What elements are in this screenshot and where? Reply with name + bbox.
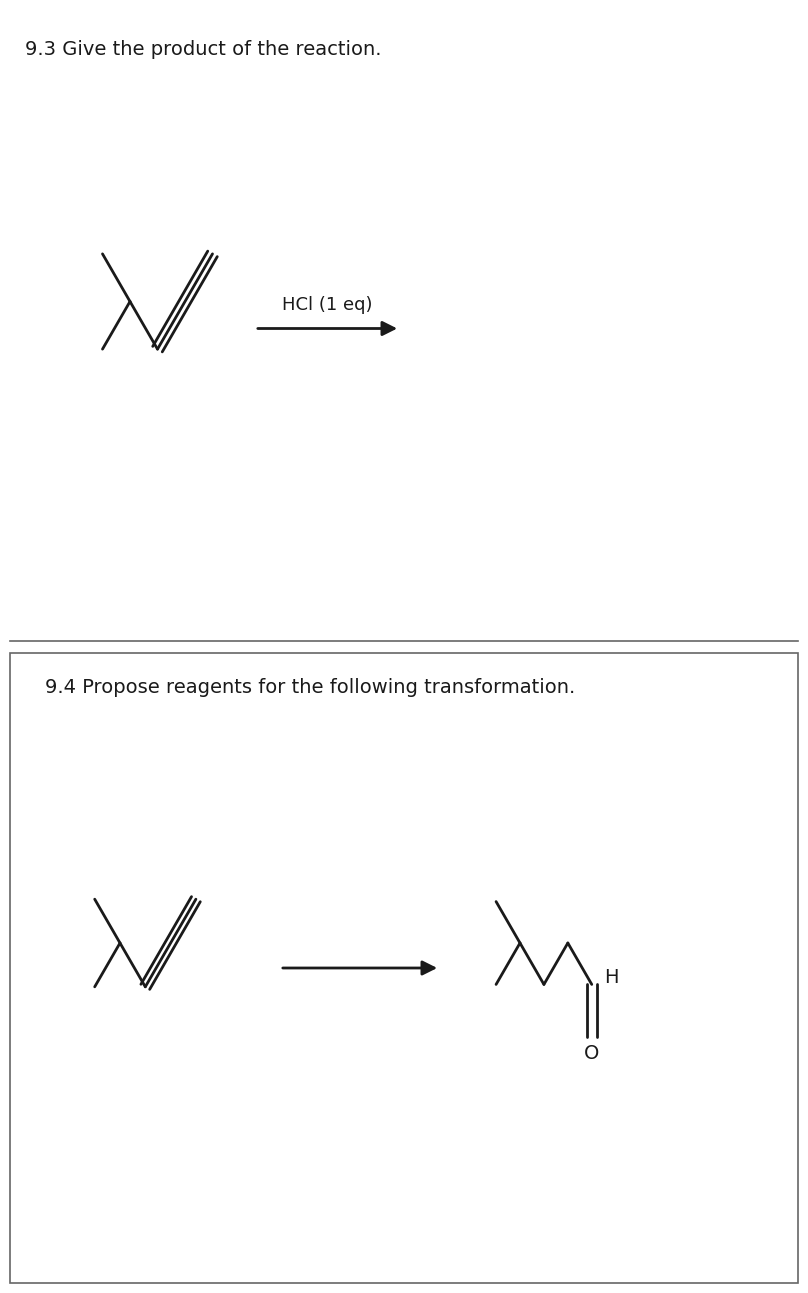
Text: HCl (1 eq): HCl (1 eq) <box>282 296 372 313</box>
Text: O: O <box>584 1045 600 1063</box>
Text: 9.4 Propose reagents for the following transformation.: 9.4 Propose reagents for the following t… <box>45 678 575 697</box>
Bar <box>10 653 798 1283</box>
Text: 9.3 Give the product of the reaction.: 9.3 Give the product of the reaction. <box>25 40 381 59</box>
Text: H: H <box>604 968 618 988</box>
